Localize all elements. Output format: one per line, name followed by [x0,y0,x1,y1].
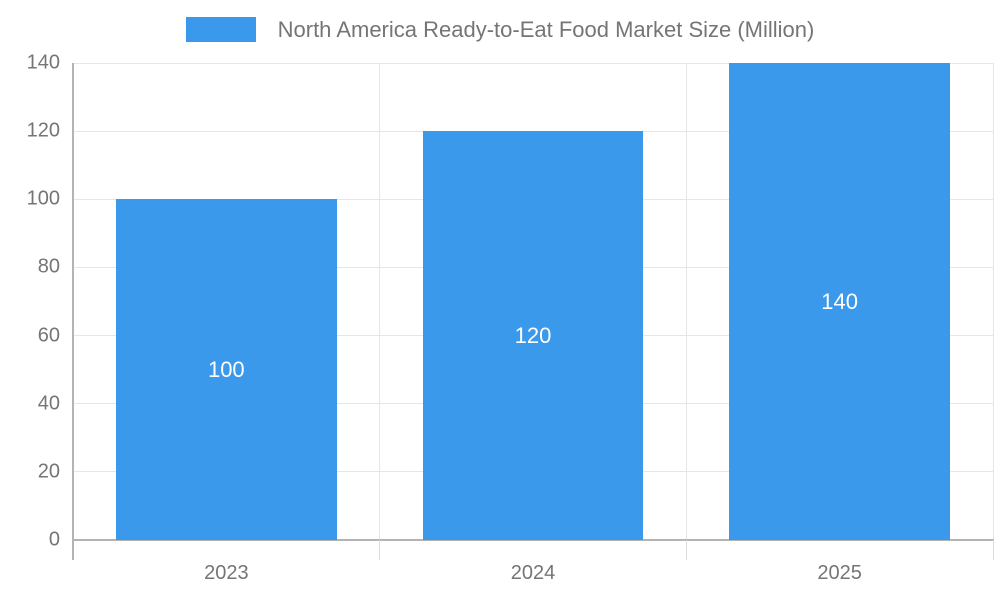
bar-value-label: 120 [514,322,552,348]
legend: North America Ready-to-Eat Food Market S… [0,17,1000,42]
bar-value-label: 100 [207,356,245,382]
x-axis-tick-label: 2024 [510,562,556,584]
legend-swatch [185,17,256,42]
x-axis-line [72,539,994,541]
bar-value-label: 140 [821,288,859,314]
gridline-vertical [992,63,994,540]
x-axis-tick-label: 2025 [817,562,862,584]
x-axis-tick [379,540,381,560]
bar[interactable]: 100 [115,199,337,540]
gridline-horizontal [73,62,993,64]
chart-title: North America Ready-to-Eat Food Market S… [277,17,815,42]
y-axis-tick-label: 40 [37,392,60,415]
bar[interactable]: 140 [729,63,951,540]
x-axis-tick [685,540,687,560]
x-axis-tick-label: 2023 [204,562,249,584]
y-axis-tick-label: 80 [37,255,60,278]
y-axis-tick-label: 0 [48,528,60,551]
legend-item[interactable]: North America Ready-to-Eat Food Market S… [185,17,815,42]
y-axis-tick-label: 60 [37,324,60,347]
gridline-vertical [379,63,381,540]
y-axis-tick-label: 140 [26,51,60,74]
y-axis-line [72,63,74,560]
y-axis-tick-label: 20 [37,460,60,483]
gridline-vertical [685,63,687,540]
x-axis-tick [992,540,994,560]
y-axis-tick-label: 120 [26,119,60,142]
y-axis-tick-label: 100 [26,187,60,210]
bar[interactable]: 120 [422,131,644,540]
